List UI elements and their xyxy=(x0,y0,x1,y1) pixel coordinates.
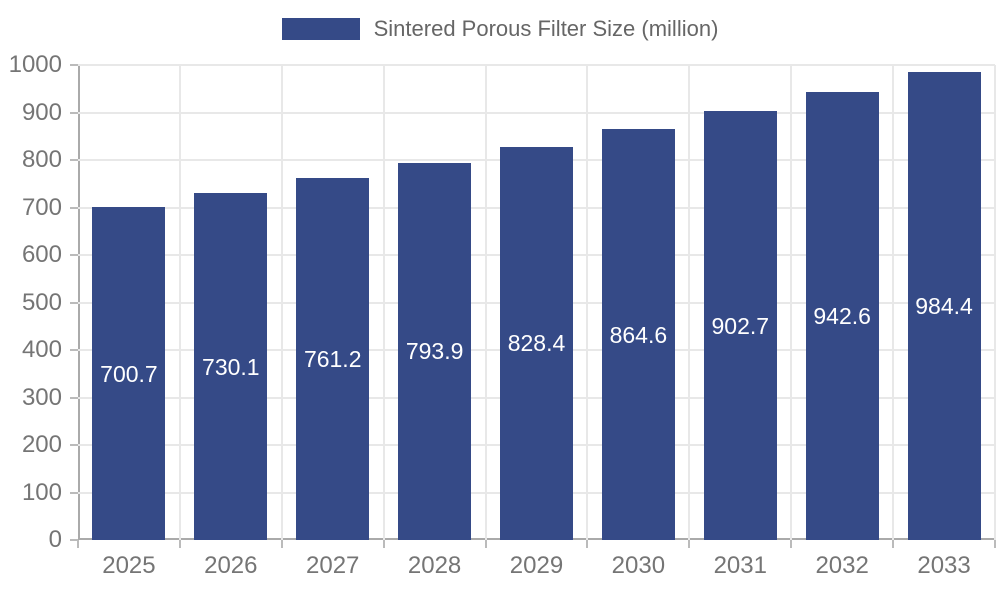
bar-2028[interactable] xyxy=(398,162,472,540)
y-axis-tick-label: 600 xyxy=(21,241,62,268)
vertical-gridline xyxy=(994,65,996,540)
x-axis-tick xyxy=(688,540,691,548)
legend-swatch xyxy=(281,18,360,40)
y-axis-tick-label: 100 xyxy=(21,478,62,506)
y-axis-tick-label: 800 xyxy=(21,146,62,173)
x-axis-tick-label: 2030 xyxy=(611,552,666,579)
y-axis-tick-label: 1000 xyxy=(8,51,62,78)
y-axis-tick xyxy=(70,396,78,399)
vertical-gridline xyxy=(178,65,181,540)
bar-2029[interactable] xyxy=(500,146,573,540)
y-axis-tick-label: 700 xyxy=(21,193,62,221)
y-axis-tick xyxy=(70,206,78,209)
y-axis-tick-label: 300 xyxy=(21,383,62,411)
y-axis-tick xyxy=(70,111,78,114)
y-axis-tick xyxy=(70,539,78,541)
vertical-gridline xyxy=(280,65,283,540)
y-axis-tick-label: 400 xyxy=(21,336,62,363)
y-axis-tick xyxy=(70,349,78,351)
y-axis-tick-label: 500 xyxy=(21,288,62,316)
bar-2033[interactable] xyxy=(907,72,981,540)
bar-2032[interactable] xyxy=(805,92,879,540)
bar-2031[interactable] xyxy=(703,111,777,540)
vertical-gridline xyxy=(892,65,895,540)
x-axis-tick xyxy=(994,540,996,548)
y-axis-tick xyxy=(70,444,78,446)
x-axis-tick xyxy=(892,540,895,548)
plot-area: 700.7 730.1 761.2 793.9 828.4 864.6 902.7 942.6… xyxy=(78,64,996,540)
horizontal-gridline xyxy=(78,111,995,114)
y-axis-tick-label: 900 xyxy=(21,98,62,126)
y-axis-tick xyxy=(70,301,78,304)
y-axis-tick xyxy=(70,254,78,256)
chart-legend[interactable]: Sintered Porous Filter Size (million) xyxy=(0,16,1000,42)
horizontal-gridline xyxy=(78,64,995,66)
y-axis-tick xyxy=(70,64,78,66)
vertical-gridline xyxy=(484,65,487,540)
x-axis-tick xyxy=(178,540,181,548)
x-axis-tick-label: 2025 xyxy=(102,552,156,579)
x-axis-tick xyxy=(484,540,487,548)
vertical-gridline xyxy=(586,65,589,540)
x-axis-tick-label: 2031 xyxy=(713,552,767,579)
x-axis-tick-label: 2032 xyxy=(815,552,869,579)
bar-2027[interactable] xyxy=(296,178,370,540)
y-axis-tick xyxy=(70,159,78,161)
vertical-gridline xyxy=(688,65,691,540)
x-axis-tick-label: 2026 xyxy=(204,552,258,579)
x-axis-tick-label: 2027 xyxy=(306,552,360,579)
x-axis-tick xyxy=(77,540,79,548)
bar-2030[interactable] xyxy=(601,129,675,540)
x-axis-tick xyxy=(382,540,385,548)
x-axis-tick xyxy=(586,540,589,548)
legend-label: Sintered Porous Filter Size (million) xyxy=(373,16,719,41)
x-axis-tick-label: 2033 xyxy=(917,552,971,579)
vertical-gridline xyxy=(790,65,793,540)
y-axis-tick-label: 0 xyxy=(48,526,62,553)
x-axis-tick xyxy=(790,540,793,548)
x-axis-tick xyxy=(280,540,283,548)
bar-2026[interactable] xyxy=(194,193,268,540)
x-axis-tick-label: 2028 xyxy=(407,552,462,579)
y-axis-tick-label: 200 xyxy=(21,431,62,458)
bar-2025[interactable] xyxy=(92,207,166,540)
x-axis-tick-label: 2029 xyxy=(509,552,564,579)
y-axis-tick xyxy=(70,491,78,494)
vertical-gridline xyxy=(382,65,385,540)
